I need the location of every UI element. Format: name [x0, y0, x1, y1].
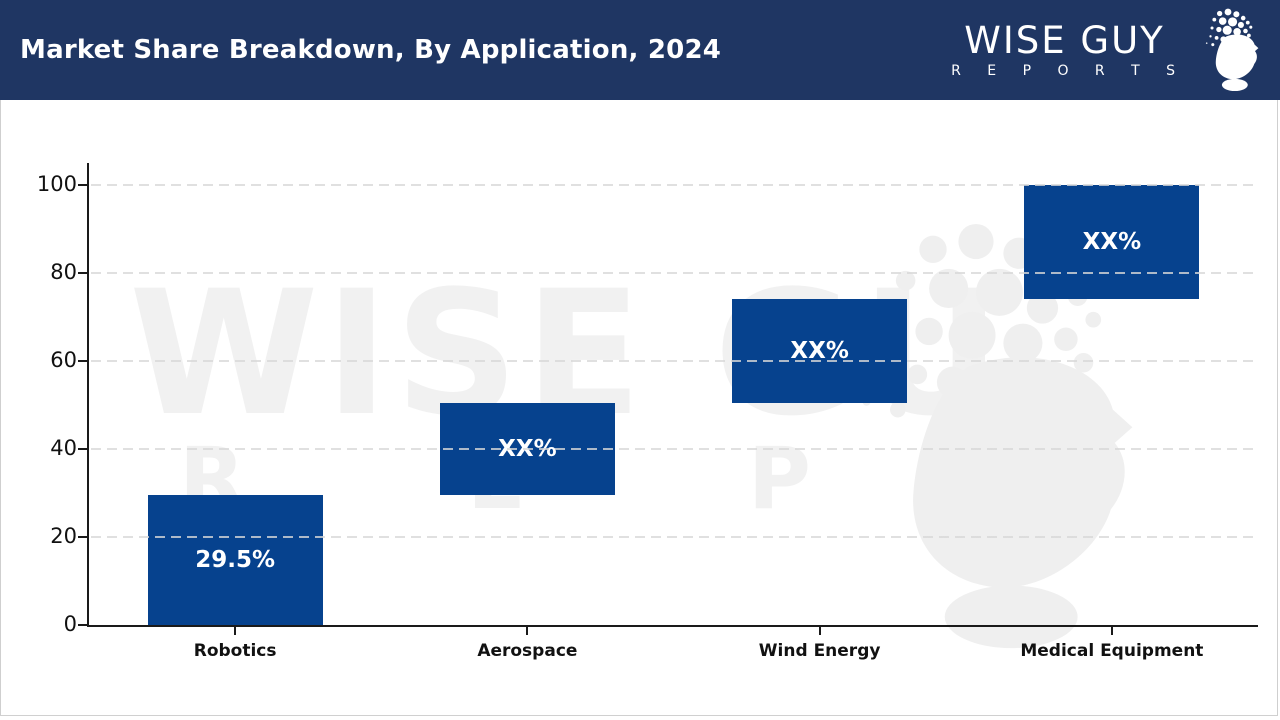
y-tick-mark — [78, 360, 87, 362]
y-tick-label: 20 — [50, 524, 77, 548]
y-tick-mark — [78, 536, 87, 538]
page-title: Market Share Breakdown, By Application, … — [20, 35, 722, 65]
watermark-face-icon — [862, 223, 1133, 649]
bar-value-label: XX% — [790, 338, 849, 365]
x-tick-mark — [234, 627, 237, 635]
bar-value-label: 29.5% — [195, 547, 276, 574]
chart-bar: XX% — [1024, 185, 1200, 300]
wiseguy-logo: WISE GUY R E P O R T S — [943, 0, 1266, 100]
y-tick-mark — [78, 184, 87, 186]
y-gridline — [91, 448, 1258, 450]
logo-text: WISE GUY R E P O R T S — [943, 22, 1186, 78]
logo-subtitle: R E P O R T S — [951, 63, 1186, 79]
y-tick-label: 60 — [50, 348, 77, 372]
chart-canvas: WISE GU R E P O R T S 02040608010029.5%R… — [0, 100, 1280, 716]
y-tick-mark — [78, 624, 87, 626]
x-category-label: Wind Energy — [758, 641, 881, 661]
x-category-label: Aerospace — [477, 641, 578, 661]
y-tick-label: 0 — [63, 612, 77, 636]
y-gridline — [91, 184, 1258, 186]
x-tick-mark — [526, 627, 529, 635]
logo-wordmark: WISE GUY — [964, 19, 1165, 62]
bar-value-label: XX% — [1082, 229, 1142, 256]
y-tick-label: 40 — [50, 436, 77, 460]
y-tick-label: 100 — [36, 172, 77, 196]
x-tick-mark — [1110, 627, 1113, 635]
y-gridline — [91, 272, 1258, 274]
y-tick-mark — [78, 448, 87, 450]
chart-bar: XX% — [732, 299, 908, 403]
y-tick-label: 80 — [50, 260, 77, 284]
header-bar: Market Share Breakdown, By Application, … — [0, 0, 1280, 100]
x-category-label: Robotics — [193, 641, 277, 661]
x-axis-line — [87, 625, 1258, 627]
x-tick-mark — [818, 627, 821, 635]
chart-bar: 29.5% — [147, 495, 323, 625]
y-tick-mark — [78, 272, 87, 274]
wiseguy-face-logo-icon — [1205, 8, 1259, 92]
x-category-label: Medical Equipment — [1020, 641, 1204, 661]
y-axis-line — [87, 163, 89, 627]
y-gridline — [91, 360, 1258, 362]
y-gridline — [91, 536, 1258, 538]
